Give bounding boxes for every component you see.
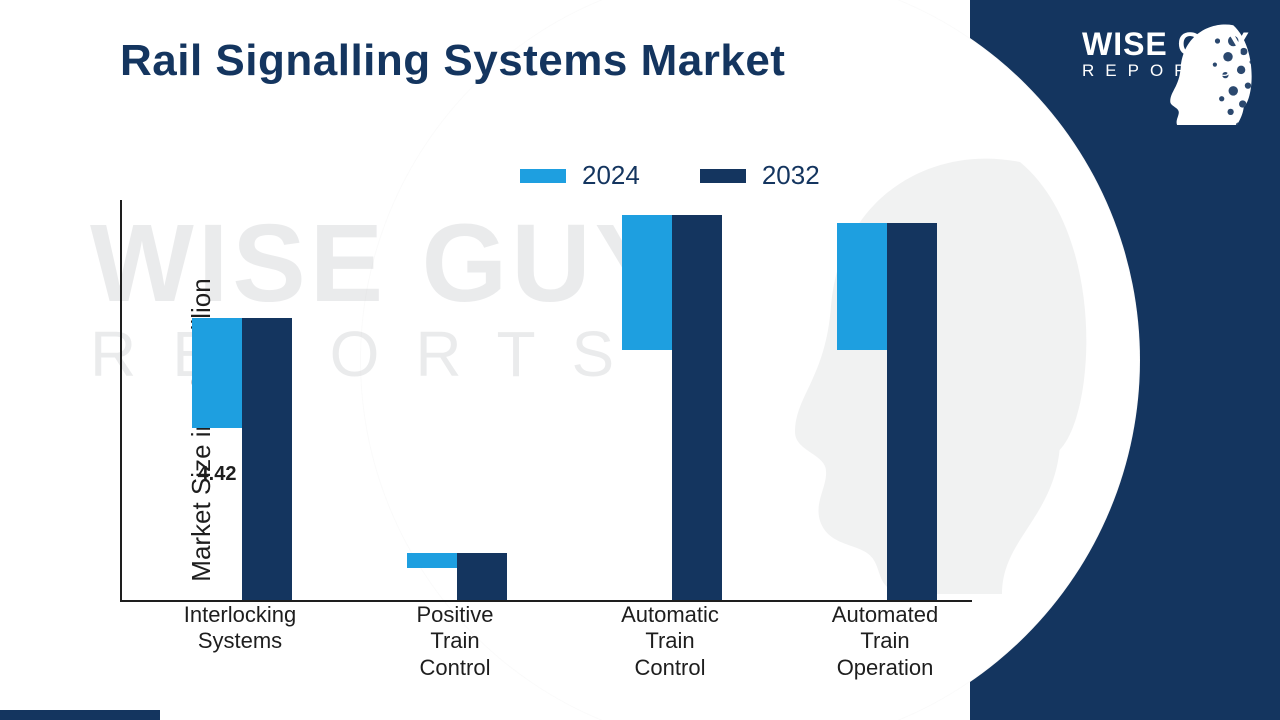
- chart-title: Rail Signalling Systems Market: [120, 36, 785, 86]
- bar: [407, 553, 457, 568]
- bar-group: [582, 215, 762, 600]
- legend-label-2032: 2032: [762, 160, 820, 191]
- chart-stage: WISE GUY REPORTS WISE GUY REPORTS Rail S…: [0, 0, 1280, 720]
- bar: [457, 553, 507, 601]
- bar: [622, 215, 672, 350]
- brand-logo: WISE GUY REPORTS: [1082, 28, 1250, 79]
- bar: [192, 318, 242, 429]
- category-label: AutomaticTrainControl: [580, 602, 760, 681]
- bar-group: [367, 553, 547, 601]
- legend-label-2024: 2024: [582, 160, 640, 191]
- category-label: InterlockingSystems: [150, 602, 330, 655]
- bar-chart: Market Size in USD Billion 4.42 Interloc…: [100, 190, 970, 670]
- bar: [887, 223, 937, 601]
- category-label: AutomatedTrainOperation: [795, 602, 975, 681]
- brand-line-2: REPORTS: [1082, 62, 1250, 79]
- legend-item-2032: 2032: [700, 160, 820, 191]
- plot-area: 4.42: [120, 200, 972, 602]
- legend-swatch-2024: [520, 169, 566, 183]
- brand-line-1: WISE GUY: [1082, 28, 1250, 60]
- bar: [242, 318, 292, 601]
- legend-item-2024: 2024: [520, 160, 640, 191]
- bar: [837, 223, 887, 351]
- bar-group: [797, 223, 977, 601]
- legend-swatch-2032: [700, 169, 746, 183]
- category-label: PositiveTrainControl: [365, 602, 545, 681]
- chart-legend: 2024 2032: [520, 160, 820, 191]
- bar: [672, 215, 722, 600]
- bottom-accent-bar: [0, 710, 160, 720]
- bar-group: [152, 318, 332, 601]
